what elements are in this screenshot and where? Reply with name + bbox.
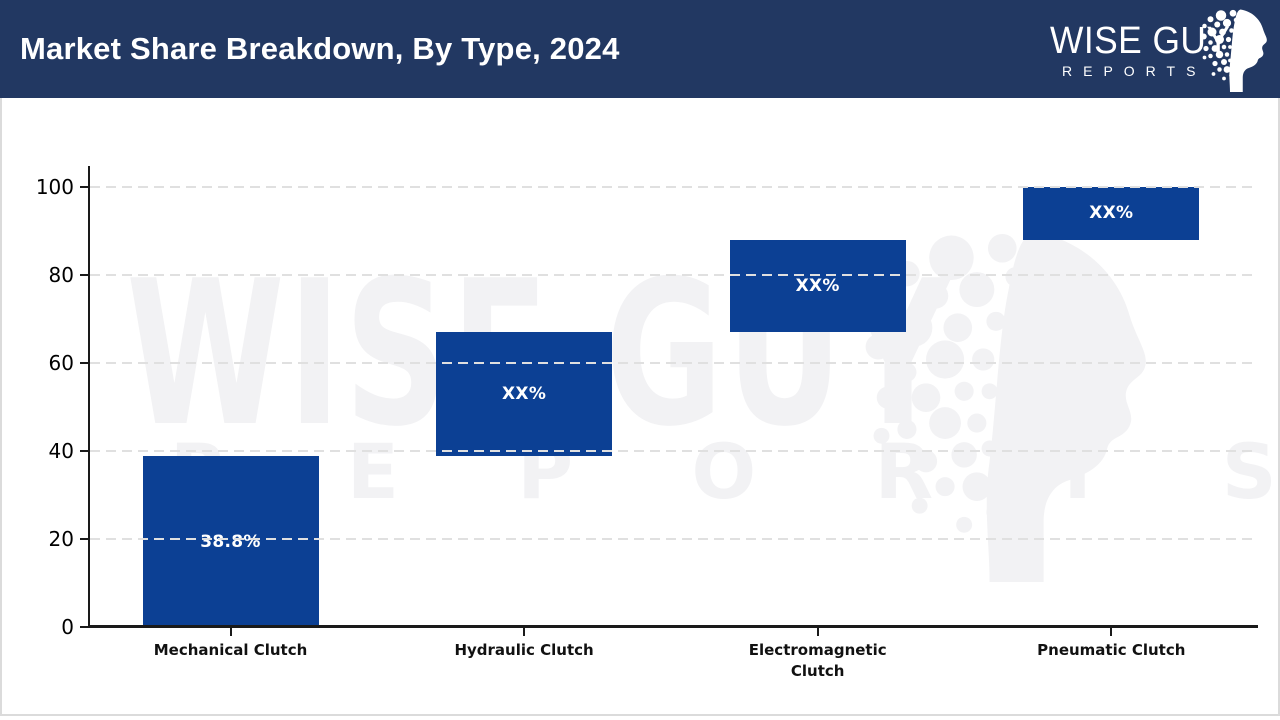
x-tick — [1110, 628, 1113, 636]
y-tick-80 — [80, 274, 88, 276]
bar-segment: XX% — [1023, 187, 1200, 240]
header-bar: Market Share Breakdown, By Type, 2024 WI… — [0, 0, 1280, 98]
gridline-60 — [90, 362, 1256, 364]
logo-dots — [1200, 9, 1240, 85]
y-tick-label: 0 — [61, 615, 74, 639]
bar-value-label: XX% — [1089, 203, 1134, 224]
y-axis-line — [88, 166, 90, 627]
bar-value-label: 38.8% — [200, 531, 261, 552]
y-tick-label: 20 — [48, 527, 74, 551]
chart-plot-area: WISE GUY R E P O R T S 0 20 40 60 80 100 38.8%… — [0, 98, 1280, 716]
brand-logo-text: WISE GUY — [1050, 20, 1231, 62]
bar-segment: XX% — [729, 239, 906, 333]
x-axis-line — [88, 625, 1258, 628]
x-category-label: Hydraulic Clutch — [454, 641, 594, 659]
gridline-20 — [90, 538, 1256, 540]
bar-value-label: XX% — [795, 275, 840, 296]
x-tick — [816, 628, 819, 636]
y-tick-100 — [80, 186, 88, 188]
y-tick-20 — [80, 538, 88, 540]
gridline-40 — [90, 450, 1256, 452]
y-tick-40 — [80, 450, 88, 452]
x-tick — [523, 628, 526, 636]
y-tick-label: 40 — [48, 439, 74, 463]
y-tick-60 — [80, 362, 88, 364]
x-category-label: Mechanical Clutch — [153, 641, 308, 659]
brand-logo-subtext: REPORTS — [1062, 63, 1207, 79]
page-title: Market Share Breakdown, By Type, 2024 — [20, 31, 620, 66]
x-category-label: Pneumatic Clutch — [1037, 641, 1186, 659]
y-tick-label: 100 — [35, 175, 74, 199]
y-tick-0 — [80, 626, 88, 628]
y-tick-label: 80 — [48, 263, 74, 287]
brand-logo: WISE GUY REPORTS — [1012, 6, 1270, 92]
x-category-label: Electromagnetic Clutch — [748, 641, 887, 680]
y-tick-label: 60 — [48, 351, 74, 375]
x-tick — [229, 628, 232, 636]
wise-guy-head-icon — [1200, 9, 1267, 92]
gridline-100 — [90, 186, 1256, 188]
bar-value-label: XX% — [502, 384, 547, 405]
gridline-80 — [90, 274, 1256, 276]
bar-segment: XX% — [436, 332, 613, 457]
bar-segment: 38.8% — [142, 456, 319, 627]
